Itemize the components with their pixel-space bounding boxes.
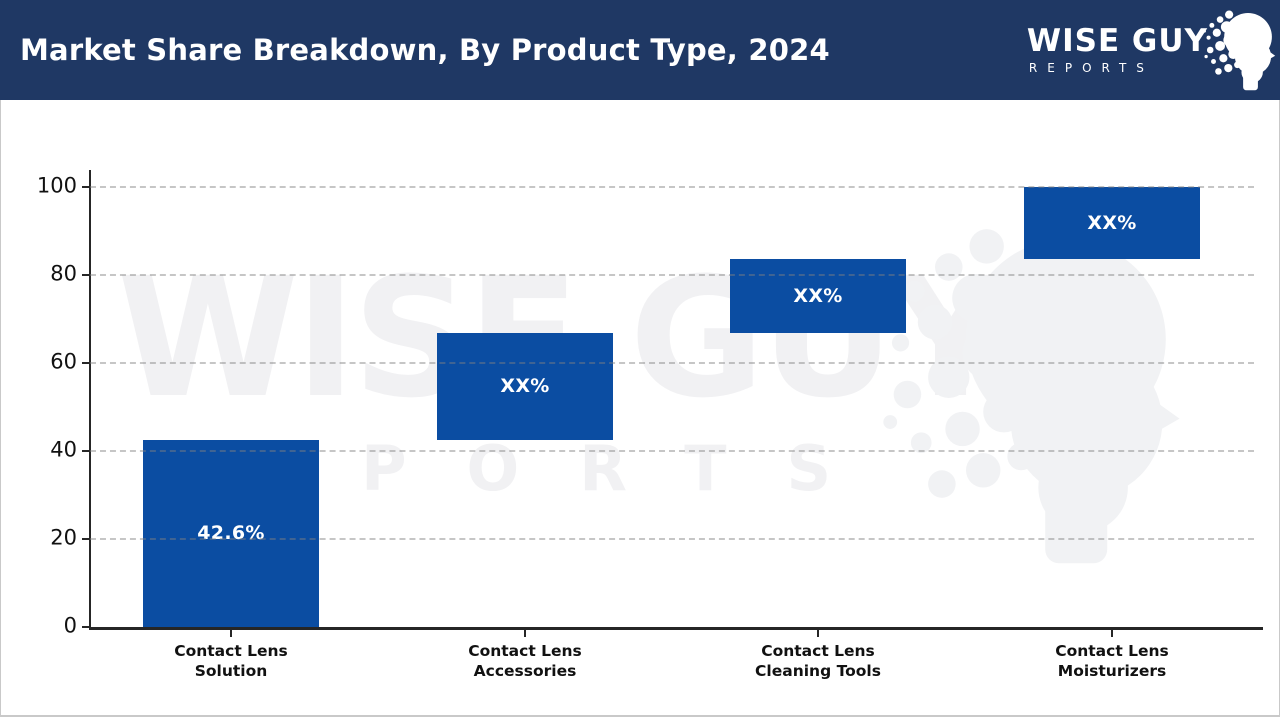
x-category-label: Contact Lens Solution xyxy=(81,641,381,681)
x-category-label-line: Contact Lens xyxy=(174,642,288,660)
y-tick-mark xyxy=(82,362,89,364)
x-tick-mark xyxy=(817,630,819,637)
x-tick-mark xyxy=(524,630,526,637)
x-category-label-line: Contact Lens xyxy=(468,642,582,660)
x-tick-mark xyxy=(1111,630,1113,637)
gridline xyxy=(90,274,1254,276)
bar-value-label: XX% xyxy=(793,285,843,308)
x-category-label: Contact Lens Cleaning Tools xyxy=(668,641,968,681)
x-category-label-line: Solution xyxy=(194,662,268,680)
y-tick-label: 0 xyxy=(63,613,77,638)
bar-value-label: 42.6% xyxy=(197,522,265,545)
bar-segment: XX% xyxy=(1024,187,1200,260)
gridline xyxy=(90,362,1254,364)
logo-head-icon xyxy=(1202,10,1276,91)
x-category-label-line: Cleaning Tools xyxy=(755,662,881,680)
wise-guy-reports-logo: WISE GUY REPORTS xyxy=(1027,8,1280,92)
logo-wordmark: WISE GUY xyxy=(1026,22,1208,59)
y-tick-mark xyxy=(82,186,89,188)
x-category-label-line: Contact Lens xyxy=(761,642,875,660)
y-tick-label: 40 xyxy=(50,437,77,462)
y-tick-label: 20 xyxy=(50,525,77,550)
x-category-label-line: Contact Lens xyxy=(1055,642,1169,660)
x-axis-line xyxy=(89,627,1263,630)
bar-segment: XX% xyxy=(437,333,613,440)
page-title: Market Share Breakdown, By Product Type,… xyxy=(20,33,830,67)
x-category-label: Contact Lens Moisturizers xyxy=(962,641,1262,681)
y-tick-mark xyxy=(82,538,89,540)
logo-text: WISE GUY REPORTS xyxy=(1026,22,1208,75)
header-bar: Market Share Breakdown, By Product Type,… xyxy=(0,0,1280,100)
x-category-label: Contact Lens Accessories xyxy=(375,641,675,681)
x-category-label-line: Moisturizers xyxy=(1057,662,1167,680)
gridline xyxy=(90,538,1254,540)
y-tick-mark xyxy=(82,274,89,276)
bar-value-label: XX% xyxy=(1087,212,1137,235)
y-tick-label: 100 xyxy=(36,173,77,198)
gridline xyxy=(90,186,1254,188)
bar-segment: 42.6% xyxy=(143,439,319,627)
y-tick-mark xyxy=(82,450,89,452)
y-axis-line xyxy=(89,170,91,630)
y-tick-label: 60 xyxy=(50,349,77,374)
bar-segment: XX% xyxy=(730,259,906,334)
y-tick-label: 80 xyxy=(50,261,77,286)
x-tick-mark xyxy=(230,630,232,637)
y-tick-mark xyxy=(82,626,89,628)
bar-value-label: XX% xyxy=(500,375,550,398)
chart-area: WISE GUY REPORTS 42.6% XX% XX% XX% 0 20 40 60 80… xyxy=(0,100,1280,717)
logo-subtitle: REPORTS xyxy=(1028,60,1154,75)
x-category-label-line: Accessories xyxy=(473,662,577,680)
gridline xyxy=(90,450,1254,452)
